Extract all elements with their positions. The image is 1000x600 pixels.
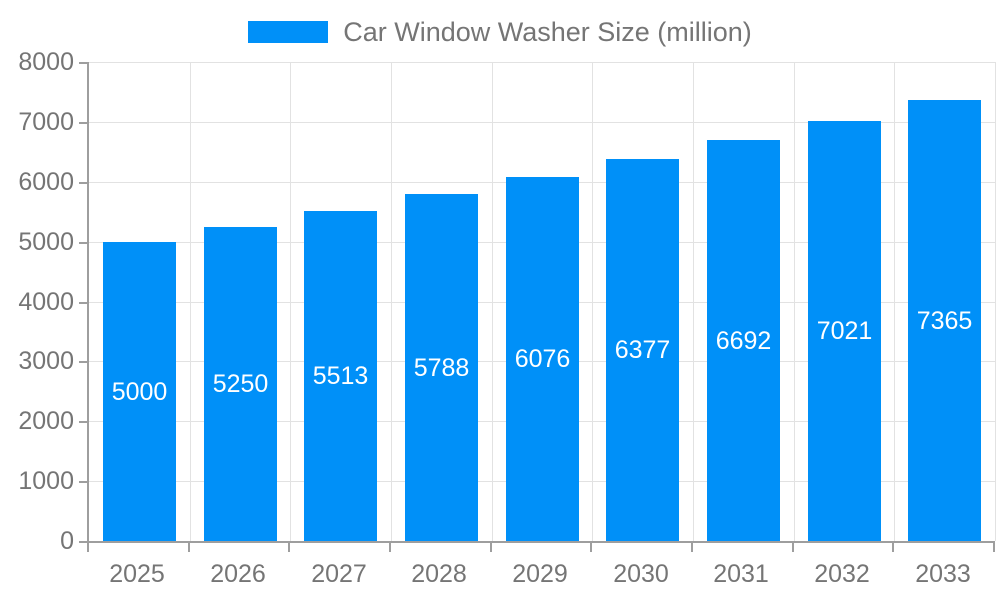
grid-line-horizontal [89,121,995,123]
grid-line-vertical [592,62,593,541]
bar-value-label: 5000 [111,377,168,406]
bar-value-label: 5250 [212,370,269,398]
y-axis-tick [79,301,87,304]
y-axis-tick-label: 7000 [18,107,74,136]
x-axis-tick-label: 2032 [814,560,870,588]
y-axis-tick-label: 1000 [18,467,74,496]
y-axis-tick [79,421,87,424]
y-axis-tick [79,361,87,364]
bar[interactable]: 5788 [405,194,478,541]
x-axis-tick-label: 2030 [613,560,669,588]
x-axis-tick [892,543,894,552]
y-axis-tick-label: 2000 [18,407,74,436]
x-axis-tick-label: 2031 [713,560,769,588]
x-axis-tick-label: 2028 [411,560,467,588]
bar-value-label: 6076 [514,345,571,373]
x-axis-tick [490,543,492,552]
grid-line-vertical [995,62,996,541]
bar[interactable]: 6076 [506,177,579,541]
bar[interactable]: 5250 [204,227,277,541]
bar[interactable]: 5000 [103,242,176,541]
bar[interactable]: 6692 [707,140,780,541]
y-axis-tick-label: 4000 [18,287,74,316]
y-axis-tick-label: 8000 [18,48,74,76]
y-axis-tick [79,481,87,484]
x-axis-tick-label: 2033 [915,560,971,588]
x-axis-tick-label: 2025 [109,560,165,588]
x-axis-tick [590,543,592,552]
grid-line-vertical [190,62,191,541]
plot-area: 5000 5250 5513 5788 6076 6377 6692 7021 7365 [87,62,996,543]
bar-value-label: 7365 [916,306,973,335]
y-axis-tick-label: 6000 [18,167,74,196]
y-axis-tick [79,241,87,244]
legend-label: Car Window Washer Size (million) [343,17,752,47]
grid-line-vertical [391,62,392,541]
bar-value-label: 7021 [816,317,873,345]
x-axis-tick [993,543,995,552]
x-axis-tick [691,543,693,552]
x-axis-tick [389,543,391,552]
y-axis-tick-label: 5000 [18,227,74,256]
x-axis-tick [288,543,290,552]
grid-line-vertical [492,62,493,541]
y-axis-tick-label: 0 [60,527,74,555]
chart-legend[interactable]: Car Window Washer Size (million) [0,16,1000,48]
bar[interactable]: 6377 [606,159,679,541]
grid-line-vertical [794,62,795,541]
x-axis-tick-label: 2026 [210,560,266,588]
bar-value-label: 5788 [413,353,470,382]
x-axis-tick-label: 2027 [311,560,367,588]
bar-value-label: 5513 [312,362,369,390]
grid-line-vertical [693,62,694,541]
x-axis-tick [87,543,89,552]
bar[interactable]: 7021 [808,121,881,541]
y-axis-tick [79,181,87,184]
y-axis-tick [79,541,87,543]
grid-line-vertical [290,62,291,541]
bar-value-label: 6692 [715,326,772,355]
grid-line-horizontal [89,62,995,63]
bar-value-label: 6377 [614,336,671,364]
bar[interactable]: 7365 [908,100,981,541]
grid-line-vertical [894,62,895,541]
y-axis-tick [79,62,87,64]
x-axis-tick [188,543,190,552]
y-axis-tick-label: 3000 [18,347,74,376]
x-axis-tick-label: 2029 [512,560,568,588]
y-axis-tick [79,121,87,124]
legend-swatch-icon [248,21,329,43]
x-axis-tick [792,543,794,552]
bar[interactable]: 5513 [304,211,377,541]
